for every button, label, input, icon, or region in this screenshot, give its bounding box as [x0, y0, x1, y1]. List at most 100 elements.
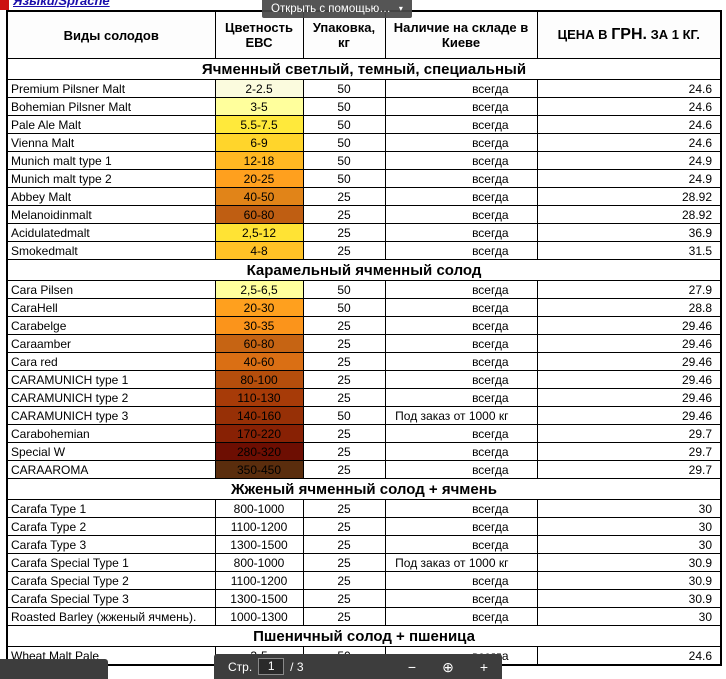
- malt-name-cell: Munich malt type 1: [6, 151, 216, 170]
- stock-cell: всегда: [384, 442, 538, 461]
- table-row: Carafa Special Type 1 800-1000 25 Под заказ…: [6, 553, 722, 572]
- table-row: Carafa Special Type 2 1100-1200 25 всегда 30…: [6, 571, 722, 590]
- page-number-input[interactable]: 1: [258, 658, 285, 675]
- ebc-value-cell: 170-220: [214, 424, 304, 443]
- stock-cell: всегда: [384, 133, 538, 152]
- ebc-value-cell: 20-25: [214, 169, 304, 188]
- malt-name-cell: Carafa Special Type 1: [6, 553, 216, 572]
- package-cell: 25: [302, 187, 386, 206]
- stock-cell: всегда: [384, 388, 538, 407]
- table-row: Munich malt type 1 12-18 50 всегда 24.9: [6, 151, 722, 170]
- table-row: Caraamber 60-80 25 всегда 29.46: [6, 334, 722, 353]
- page-total: / 3: [290, 659, 304, 674]
- table-row: CARAMUNICH type 2 110-130 25 всегда 29.46: [6, 388, 722, 407]
- price-table-container: Виды солодов Цветность ЕВС Упаковка, кг …: [6, 10, 722, 666]
- malt-name-cell: Carafa Type 3: [6, 535, 216, 554]
- stock-cell: всегда: [384, 169, 538, 188]
- ebc-value-cell: 280-320: [214, 442, 304, 461]
- bottom-left-toolbar-fragment[interactable]: [0, 659, 108, 679]
- price-cell: 27.9: [536, 280, 722, 299]
- table-row: Carabelge 30-35 25 всегда 29.46: [6, 316, 722, 335]
- stock-cell: всегда: [384, 205, 538, 224]
- malt-name-cell: Premium Pilsner Malt: [6, 79, 216, 98]
- price-cell: 24.6: [536, 646, 722, 666]
- stock-cell: Под заказ от 1000 кг: [384, 553, 538, 572]
- stock-cell: всегда: [384, 517, 538, 536]
- zoom-in-button[interactable]: +: [479, 658, 488, 675]
- price-cell: 24.6: [536, 79, 722, 98]
- table-row: Abbey Malt 40-50 25 всегда 28.92: [6, 187, 722, 206]
- section-header-row: Карамельный ячменный солод: [6, 259, 722, 281]
- table-row: Munich malt type 2 20-25 50 всегда 24.9: [6, 169, 722, 188]
- stock-cell: всегда: [384, 316, 538, 335]
- language-link[interactable]: Языки/Sprache: [13, 0, 110, 8]
- section-title: Карамельный ячменный солод: [6, 259, 722, 281]
- stock-cell: Под заказ от 1000 кг: [384, 406, 538, 425]
- table-row: Acidulatedmalt 2,5-12 25 всегда 36.9: [6, 223, 722, 242]
- ebc-value-cell: 20-30: [214, 298, 304, 317]
- header-package: Упаковка, кг: [302, 10, 386, 59]
- package-cell: 25: [302, 442, 386, 461]
- price-cell: 30: [536, 535, 722, 554]
- table-row: Carafa Type 3 1300-1500 25 всегда 30: [6, 535, 722, 554]
- stock-cell: всегда: [384, 241, 538, 260]
- table-row: Melanoidinmalt 60-80 25 всегда 28.92: [6, 205, 722, 224]
- stock-cell: всегда: [384, 298, 538, 317]
- price-cell: 29.7: [536, 442, 722, 461]
- price-cell: 24.9: [536, 169, 722, 188]
- package-cell: 50: [302, 406, 386, 425]
- package-cell: 25: [302, 388, 386, 407]
- open-with-button[interactable]: Открыть с помощью… ▾: [262, 0, 412, 18]
- open-with-label: Открыть с помощью…: [271, 3, 391, 15]
- ebc-value-cell: 1100-1200: [214, 517, 304, 536]
- price-cell: 30: [536, 499, 722, 518]
- fit-page-button[interactable]: ⊕: [442, 658, 454, 675]
- table-row: CARAMUNICH type 3 140-160 50 Под заказ от 1…: [6, 406, 722, 425]
- stock-cell: всегда: [384, 187, 538, 206]
- malt-name-cell: Special W: [6, 442, 216, 461]
- price-cell: 29.46: [536, 334, 722, 353]
- stock-cell: всегда: [384, 151, 538, 170]
- table-row: Cara red 40-60 25 всегда 29.46: [6, 352, 722, 371]
- ebc-value-cell: 800-1000: [214, 553, 304, 572]
- header-price: ЦЕНА В ГРН. ЗА 1 КГ.: [536, 10, 722, 59]
- price-cell: 30.9: [536, 589, 722, 608]
- zoom-out-button[interactable]: −: [407, 658, 417, 675]
- package-cell: 50: [302, 115, 386, 134]
- price-cell: 29.7: [536, 460, 722, 479]
- ebc-value-cell: 2,5-6,5: [214, 280, 304, 299]
- header-row: Виды солодов Цветность ЕВС Упаковка, кг …: [6, 10, 722, 59]
- stock-cell: всегда: [384, 334, 538, 353]
- malt-name-cell: CARAMUNICH type 3: [6, 406, 216, 425]
- ebc-value-cell: 4-8: [214, 241, 304, 260]
- malt-name-cell: Carabohemian: [6, 424, 216, 443]
- malt-name-cell: Bohemian Pilsner Malt: [6, 97, 216, 116]
- table-row: CaraHell 20-30 50 всегда 28.8: [6, 298, 722, 317]
- table-row: Special W 280-320 25 всегда 29.7: [6, 442, 722, 461]
- malt-name-cell: Cara red: [6, 352, 216, 371]
- package-cell: 50: [302, 169, 386, 188]
- price-cell: 30.9: [536, 553, 722, 572]
- ebc-value-cell: 2,5-12: [214, 223, 304, 242]
- price-cell: 28.92: [536, 187, 722, 206]
- stock-cell: всегда: [384, 115, 538, 134]
- package-cell: 25: [302, 424, 386, 443]
- stock-cell: всегда: [384, 499, 538, 518]
- price-cell: 24.9: [536, 151, 722, 170]
- malt-name-cell: Carafa Special Type 2: [6, 571, 216, 590]
- table-row: Carafa Special Type 3 1300-1500 25 всегда 30…: [6, 589, 722, 608]
- price-cell: 29.46: [536, 370, 722, 389]
- package-cell: 25: [302, 571, 386, 590]
- section-title: Жженый ячменный солод + ячмень: [6, 478, 722, 500]
- malt-name-cell: Vienna Malt: [6, 133, 216, 152]
- package-cell: 25: [302, 352, 386, 371]
- price-cell: 30.9: [536, 571, 722, 590]
- package-cell: 25: [302, 223, 386, 242]
- page-label: Стр.: [228, 659, 253, 674]
- package-cell: 25: [302, 589, 386, 608]
- stock-cell: всегда: [384, 571, 538, 590]
- ebc-value-cell: 60-80: [214, 205, 304, 224]
- price-cell: 24.6: [536, 133, 722, 152]
- ebc-value-cell: 30-35: [214, 316, 304, 335]
